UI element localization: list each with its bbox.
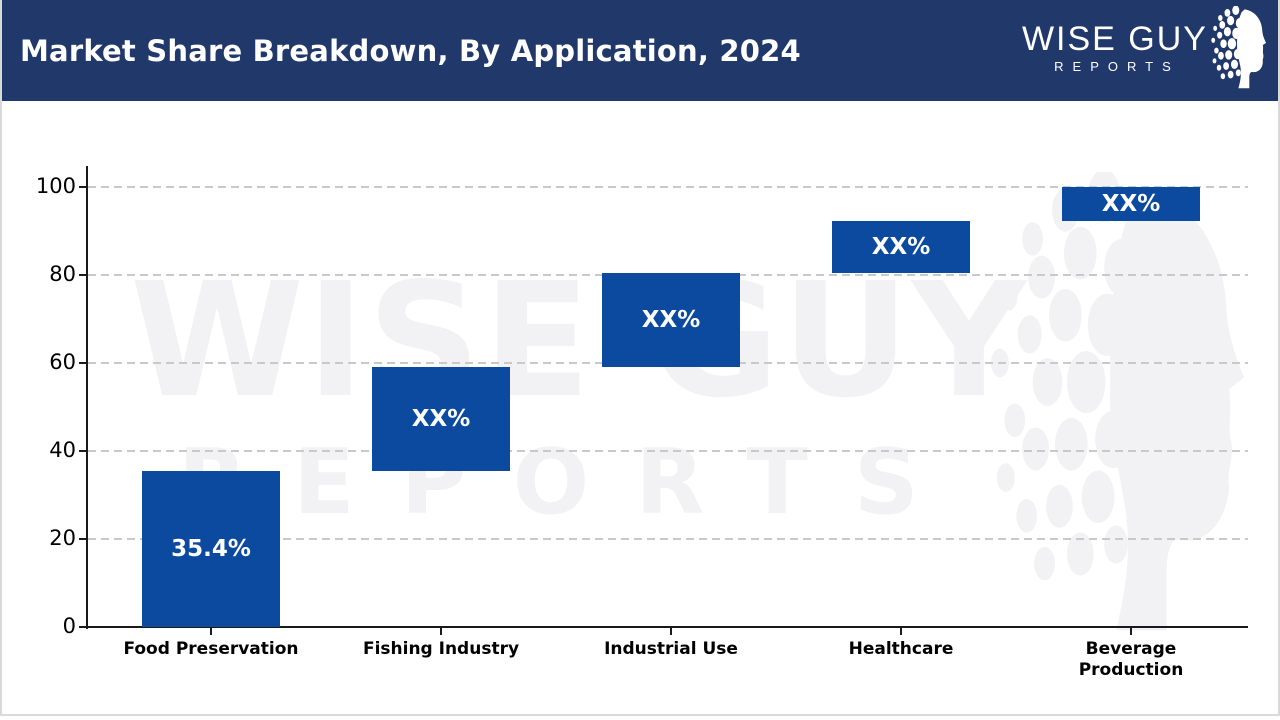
y-tick-80 xyxy=(79,274,86,276)
y-tick-label-80: 80 xyxy=(49,262,76,286)
y-tick-label-0: 0 xyxy=(62,614,76,638)
bar-value-label: XX% xyxy=(641,306,701,333)
bar-value-label: XX% xyxy=(411,406,471,433)
y-axis xyxy=(86,166,88,629)
x-tick-label-5: Beverage Production xyxy=(1078,639,1184,681)
bar-beverage-production: XX% xyxy=(1062,187,1200,221)
x-tick-4 xyxy=(900,628,902,635)
y-tick-label-20: 20 xyxy=(49,526,76,550)
bar-food-preservation: 35.4% xyxy=(142,471,280,627)
y-tick-20 xyxy=(79,538,86,540)
header: Market Share Breakdown, By Application, … xyxy=(0,0,1280,101)
logo-subtitle: REPORTS xyxy=(1054,58,1180,74)
bar-value-label: XX% xyxy=(871,233,931,260)
x-tick-label-4: Healthcare xyxy=(848,639,954,659)
logo-wordmark: WISE GUY xyxy=(1021,20,1208,59)
bar-healthcare: XX% xyxy=(832,220,970,273)
y-tick-0 xyxy=(79,626,86,628)
x-tick-label-1: Food Preservation xyxy=(123,639,299,659)
logo-text: WISE GUY REPORTS xyxy=(1021,20,1208,74)
y-tick-40 xyxy=(79,450,86,452)
page-title: Market Share Breakdown, By Application, … xyxy=(20,33,801,68)
y-tick-label-100: 100 xyxy=(35,174,76,198)
x-tick-5 xyxy=(1130,628,1132,635)
bar-value-label: XX% xyxy=(1101,190,1161,217)
x-tick-label-2: Fishing Industry xyxy=(362,639,520,659)
x-tick-3 xyxy=(670,628,672,635)
x-axis xyxy=(86,626,1248,628)
x-tick-1 xyxy=(210,628,212,635)
bar-fishing-industry: XX% xyxy=(372,366,510,472)
gridline-100 xyxy=(88,186,1248,188)
x-tick-label-3: Industrial Use xyxy=(604,639,738,659)
gridline-20 xyxy=(88,538,1248,540)
wise-guy-logo: WISE GUY REPORTS xyxy=(1022,6,1268,90)
bar-value-label: 35.4% xyxy=(171,536,251,563)
gridline-40 xyxy=(88,450,1248,452)
y-tick-100 xyxy=(79,186,86,188)
x-tick-2 xyxy=(440,628,442,635)
y-tick-label-60: 60 xyxy=(49,350,76,374)
y-tick-label-40: 40 xyxy=(49,438,76,462)
y-tick-60 xyxy=(79,362,86,364)
bar-industrial-use: XX% xyxy=(602,272,740,367)
